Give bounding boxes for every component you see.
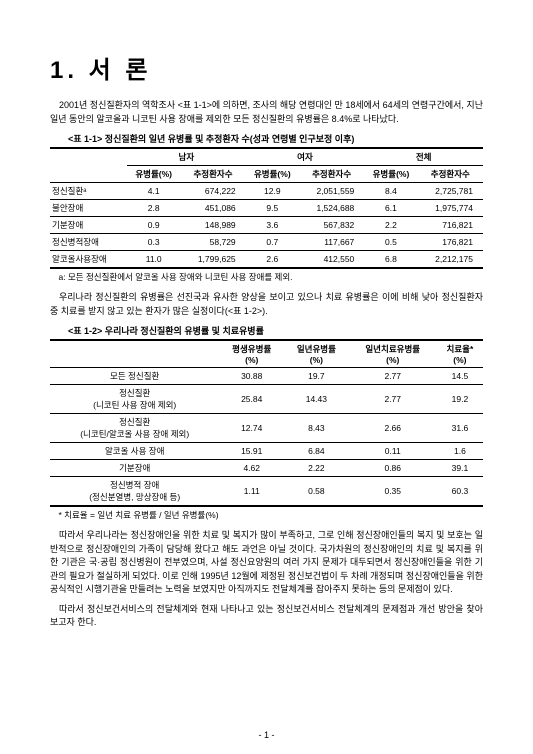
t1-r2-c2: 148,989 [180,217,245,234]
page-heading: 1. 서 론 [50,50,483,85]
t2-r0-c2: 19.7 [284,368,349,385]
t2-h3: 일년치료유병률 (%) [349,340,437,368]
t2-r4-c0: 기분장애 [50,460,219,477]
t1-gh-female: 여자 [246,148,365,166]
t1-r2-c4: 567,832 [299,217,364,234]
t1-r2-c0: 기분장애 [50,217,127,234]
t2-r2-c0: 정신질환 (니코틴/알코올 사용 장애 제외) [50,414,219,443]
t1-r3-c6: 176,821 [418,234,483,251]
t1-r0-c4: 2,051,559 [299,183,364,200]
t2-r4-c3: 0.86 [349,460,437,477]
t1-r1-c4: 1,524,688 [299,200,364,217]
t1-r0-c2: 674,222 [180,183,245,200]
t1-r0-c5: 8.4 [364,183,417,200]
table2-caption: <표 1-2> 우리나라 정신질환의 유병률 및 치료유병률 [50,324,483,337]
t2-r5-c4: 60.3 [437,477,483,507]
t2-r3-c4: 1.6 [437,443,483,460]
t1-r3-c0: 정신병적장애 [50,234,127,251]
t1-r4-c1: 11.0 [127,251,180,269]
t1-r4-c3: 2.6 [246,251,299,269]
t1-r4-c0: 알코올사용장애 [50,251,127,269]
t1-r3-c4: 117,667 [299,234,364,251]
table1-caption: <표 1-1> 정신질환의 일년 유병률 및 추정환자 수(성과 연령별 인구보… [50,132,483,145]
t1-blank [50,148,127,183]
t1-r0-c1: 4.1 [127,183,180,200]
t2-r5-c1: 1.11 [219,477,284,507]
t1-r4-c6: 2,212,175 [418,251,483,269]
t1-r3-c5: 0.5 [364,234,417,251]
t2-r1-c3: 2.77 [349,385,437,414]
t1-gh-total: 전체 [364,148,483,166]
t2-h4: 치료율* (%) [437,340,483,368]
t1-sh-5: 유병률(%) [364,166,417,183]
t1-r4-c2: 1,799,625 [180,251,245,269]
t1-sh-3: 유병률(%) [246,166,299,183]
t1-r1-c3: 9.5 [246,200,299,217]
t1-r3-c2: 58,729 [180,234,245,251]
t1-r1-c0: 불안장애 [50,200,127,217]
t1-gh-male: 남자 [127,148,246,166]
t2-h1: 평생유병률 (%) [219,340,284,368]
t1-r3-c1: 0.3 [127,234,180,251]
t1-r3-c3: 0.7 [246,234,299,251]
t1-r1-c6: 1,975,774 [418,200,483,217]
paragraph-3: 따라서 우리나라는 정신장애인을 위한 치료 및 복지가 많이 부족하고, 그로… [50,529,483,597]
t2-r0-c0: 모든 정신질환 [50,368,219,385]
t2-r1-c4: 19.2 [437,385,483,414]
footnote-2: * 치료율 = 일년 치료 유병률 / 일년 유병률(%) [50,509,483,521]
paragraph-1: 2001년 정신질환자의 역학조사 <표 1-1>에 의하면, 조사의 해당 연… [50,99,483,126]
t2-r5-c0: 정신병적 장애 (정신분열병, 망상장애 등) [50,477,219,507]
footnote-1: a: 모든 정신질환에서 알코올 사용 장애와 니코틴 사용 장애를 제외. [50,271,483,283]
t1-r1-c1: 2.8 [127,200,180,217]
t1-sh-2: 추정환자수 [180,166,245,183]
t2-r3-c2: 6.84 [284,443,349,460]
table-2: 평생유병률 (%) 일년유병률 (%) 일년치료유병률 (%) 치료율* (%)… [50,339,483,507]
t2-r0-c4: 14.5 [437,368,483,385]
t2-r5-c3: 0.35 [349,477,437,507]
t2-r1-c0: 정신질환 (니코틴 사용 장애 제외) [50,385,219,414]
t1-r0-c0: 정신질환ᵃ [50,183,127,200]
t2-r5-c2: 0.58 [284,477,349,507]
t2-r3-c3: 0.11 [349,443,437,460]
table-1: 남자 여자 전체 유병률(%) 추정환자수 유병률(%) 추정환자수 유병률(%… [50,147,483,269]
t2-r3-c0: 알코올 사용 장애 [50,443,219,460]
t2-r4-c1: 4.62 [219,460,284,477]
paragraph-2: 우리나라 정신질환의 유병률은 선진국과 유사한 양상을 보이고 있으나 치료 … [50,291,483,318]
t1-r2-c1: 0.9 [127,217,180,234]
t2-h2: 일년유병률 (%) [284,340,349,368]
t2-r2-c4: 31.6 [437,414,483,443]
t2-r2-c2: 8.43 [284,414,349,443]
page-number: - 1 - [0,730,533,740]
t2-r1-c2: 14.43 [284,385,349,414]
t1-r1-c5: 6.1 [364,200,417,217]
t1-r2-c6: 716,821 [418,217,483,234]
t1-r4-c4: 412,550 [299,251,364,269]
t2-r0-c1: 30.88 [219,368,284,385]
t2-r4-c4: 39.1 [437,460,483,477]
t2-r3-c1: 15.91 [219,443,284,460]
t1-r4-c5: 6.8 [364,251,417,269]
t1-r0-c3: 12.9 [246,183,299,200]
t2-h0 [50,340,219,368]
t1-sh-6: 추정환자수 [418,166,483,183]
t2-r0-c3: 2.77 [349,368,437,385]
t2-r2-c3: 2.66 [349,414,437,443]
t1-sh-1: 유병률(%) [127,166,180,183]
t1-r2-c5: 2.2 [364,217,417,234]
t1-r2-c3: 3.6 [246,217,299,234]
t2-r2-c1: 12.74 [219,414,284,443]
paragraph-4: 따라서 정신보건서비스의 전달체계와 현재 나타나고 있는 정신보건서비스 전달… [50,603,483,630]
t1-r1-c2: 451,086 [180,200,245,217]
t2-r4-c2: 2.22 [284,460,349,477]
t1-sh-4: 추정환자수 [299,166,364,183]
t2-r1-c1: 25.84 [219,385,284,414]
t1-r0-c6: 2,725,781 [418,183,483,200]
